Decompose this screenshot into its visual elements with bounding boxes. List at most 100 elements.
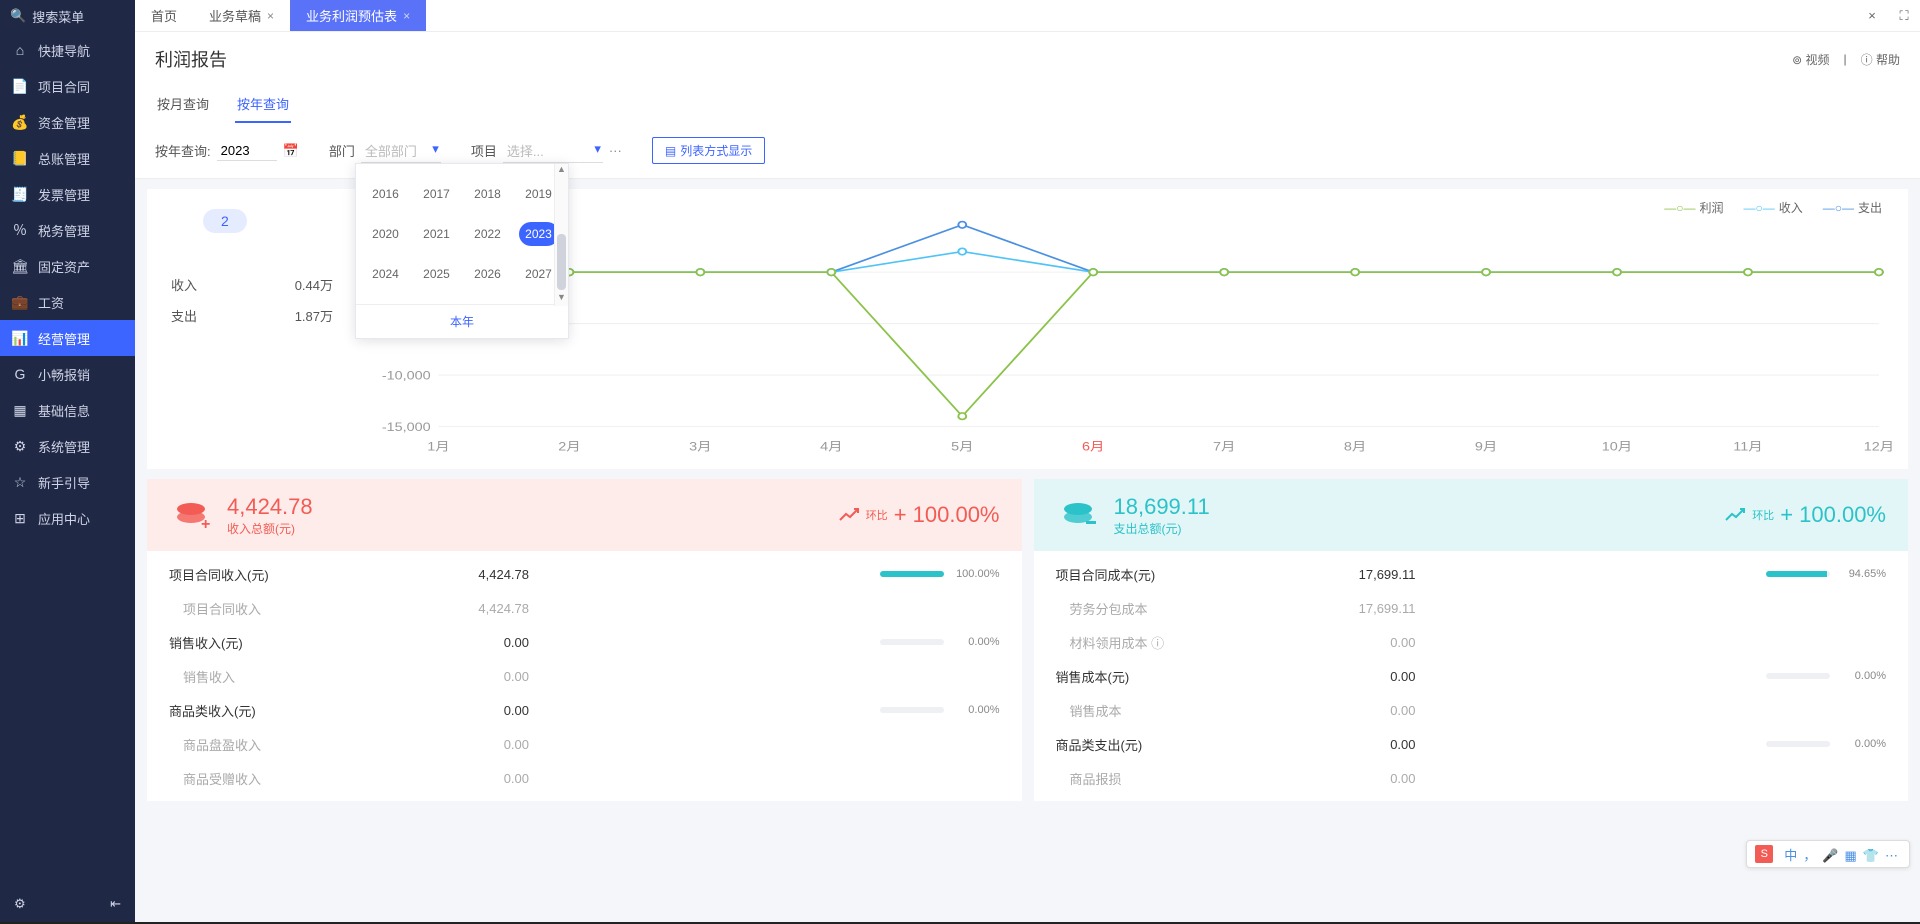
svg-text:9月: 9月 bbox=[1475, 440, 1497, 454]
income-icon: + bbox=[169, 493, 213, 537]
sidebar-item[interactable]: 📄 项目合同 bbox=[0, 68, 135, 104]
year-option[interactable]: 2021 bbox=[411, 214, 462, 254]
expense-card: 18,699.11 支出总额(元) 环比 + 100.00% 项目合同成本(元)… bbox=[1034, 479, 1909, 801]
tab[interactable]: 首页 bbox=[135, 0, 193, 31]
tab-close-all[interactable]: × bbox=[1856, 0, 1888, 31]
sidebar-item-label: 工资 bbox=[38, 293, 64, 312]
card-row: 项目合同收入(元)4,424.78100.00% bbox=[169, 557, 1000, 591]
trend-up-icon bbox=[1724, 506, 1746, 524]
year-option[interactable]: 2023 bbox=[519, 222, 559, 246]
subtab[interactable]: 按月查询 bbox=[155, 86, 211, 123]
year-option[interactable]: 2020 bbox=[360, 214, 411, 254]
sidebar-item-label: 项目合同 bbox=[38, 77, 90, 96]
expense-total: 18,699.11 bbox=[1114, 494, 1210, 520]
page-title: 利润报告 bbox=[155, 46, 227, 72]
income-change: + 100.00% bbox=[894, 502, 1000, 528]
sidebar-item[interactable]: G小畅报销 bbox=[0, 356, 135, 392]
tab-close-icon[interactable]: × bbox=[403, 9, 410, 23]
card-row: 商品类支出(元)0.000.00% bbox=[1056, 727, 1887, 761]
sidebar-item-icon: ▦ bbox=[12, 402, 28, 418]
svg-text:8月: 8月 bbox=[1344, 440, 1366, 454]
sidebar-item-icon: 📊 bbox=[12, 330, 28, 346]
year-option[interactable]: 2026 bbox=[462, 254, 513, 294]
sidebar-item-label: 经营管理 bbox=[38, 329, 90, 348]
help-video-link[interactable]: ⊚ 视频 bbox=[1792, 51, 1829, 68]
year-option[interactable]: 2016 bbox=[360, 174, 411, 214]
subtab[interactable]: 按年查询 bbox=[235, 86, 291, 123]
sidebar-item[interactable]: ％税务管理 bbox=[0, 212, 135, 248]
tab[interactable]: 业务利润预估表× bbox=[290, 0, 426, 31]
ime-logo: S bbox=[1755, 845, 1773, 863]
year-picker-scrollbar[interactable]: ▲▼ bbox=[554, 164, 568, 306]
card-row: 销售成本(元)0.000.00% bbox=[1056, 659, 1887, 693]
card-row: 商品受赠收入0.00 bbox=[169, 761, 1000, 795]
sidebar-item[interactable]: 🧾发票管理 bbox=[0, 176, 135, 212]
expense-icon bbox=[1056, 493, 1100, 537]
card-row: 商品报损0.00 bbox=[1056, 761, 1887, 795]
sidebar-item[interactable]: 📒总账管理 bbox=[0, 140, 135, 176]
card-row: 销售成本0.00 bbox=[1056, 693, 1887, 727]
sidebar-item[interactable]: 🏛固定资产 bbox=[0, 248, 135, 284]
sidebar-item[interactable]: ▦ 基础信息 bbox=[0, 392, 135, 428]
svg-text:11月: 11月 bbox=[1733, 440, 1762, 454]
proj-more-icon[interactable]: ··· bbox=[609, 143, 622, 158]
svg-text:1月: 1月 bbox=[427, 440, 449, 454]
proj-label: 项目 bbox=[471, 141, 497, 160]
year-picker-thisyear[interactable]: 本年 bbox=[356, 304, 568, 338]
sidebar-item-label: 应用中心 bbox=[38, 509, 90, 528]
sidebar-item-icon: 💰 bbox=[12, 114, 28, 130]
sidebar-item[interactable]: ⊞ 应用中心 bbox=[0, 500, 135, 536]
search-icon: 🔍 bbox=[10, 8, 26, 24]
legend-item: —○—支出 bbox=[1823, 199, 1882, 216]
card-row: 销售收入(元)0.000.00% bbox=[169, 625, 1000, 659]
tab-close-icon[interactable]: × bbox=[267, 9, 274, 23]
help-link[interactable]: ⓘ 帮助 bbox=[1861, 51, 1900, 68]
card-row: 销售收入0.00 bbox=[169, 659, 1000, 693]
legend-item: —○—利润 bbox=[1664, 199, 1723, 216]
year-option[interactable]: 2025 bbox=[411, 254, 462, 294]
year-option[interactable]: 2017 bbox=[411, 174, 462, 214]
sidebar-item[interactable]: ⚙系统管理 bbox=[0, 428, 135, 464]
year-option[interactable]: 2018 bbox=[462, 174, 513, 214]
sidebar-item[interactable]: 💼工资 bbox=[0, 284, 135, 320]
sidebar-item-icon: ％ bbox=[12, 222, 28, 238]
sidebar-item-icon: 📒 bbox=[12, 150, 28, 166]
collapse-icon[interactable]: ⇤ bbox=[110, 896, 121, 912]
sidebar-item-label: 系统管理 bbox=[38, 437, 90, 456]
calendar-icon[interactable]: 📅 bbox=[283, 143, 299, 159]
sidebar-item-label: 基础信息 bbox=[38, 401, 90, 420]
sidebar-item[interactable]: ⌂快捷导航 bbox=[0, 32, 135, 68]
svg-text:-15,000: -15,000 bbox=[382, 420, 431, 434]
svg-text:5月: 5月 bbox=[951, 440, 973, 454]
sidebar-item-label: 新手引导 bbox=[38, 473, 90, 492]
sub-tabs: 按月查询按年查询 bbox=[155, 86, 1900, 123]
svg-text:12月: 12月 bbox=[1864, 440, 1892, 454]
dept-select[interactable]: 全部部门 bbox=[361, 139, 441, 163]
card-row: 商品盘盈收入0.00 bbox=[169, 727, 1000, 761]
sidebar-item[interactable]: 💰资金管理 bbox=[0, 104, 135, 140]
sidebar-search[interactable]: 🔍 搜索菜单 bbox=[0, 0, 135, 32]
sidebar-item-icon: ⊞ bbox=[12, 510, 28, 526]
sidebar-search-label: 搜索菜单 bbox=[32, 7, 84, 26]
sidebar-item-icon: ☆ bbox=[12, 474, 28, 490]
year-option[interactable]: 2024 bbox=[360, 254, 411, 294]
year-pill: 2 bbox=[203, 209, 247, 233]
svg-text:+: + bbox=[201, 516, 210, 533]
year-option[interactable]: 2022 bbox=[462, 214, 513, 254]
sidebar-item[interactable]: 📊 经营管理 bbox=[0, 320, 135, 356]
tab-fullscreen[interactable]: ⛶ bbox=[1888, 0, 1920, 31]
table-icon: ▤ bbox=[665, 144, 676, 158]
ime-toolbar[interactable]: S 中，🎤▦👕⋯ bbox=[1746, 840, 1910, 868]
sidebar-item[interactable]: ☆ 新手引导 bbox=[0, 464, 135, 500]
sidebar-item-label: 小畅报销 bbox=[38, 365, 90, 384]
chart-legend: —○—利润 —○—收入 —○—支出 bbox=[1664, 199, 1882, 216]
card-row: 项目合同收入4,424.78 bbox=[169, 591, 1000, 625]
expense-change: + 100.00% bbox=[1780, 502, 1886, 528]
year-input[interactable] bbox=[217, 141, 277, 161]
settings-icon[interactable]: ⚙ bbox=[14, 896, 26, 912]
tab[interactable]: 业务草稿× bbox=[193, 0, 290, 31]
legend-item: —○—收入 bbox=[1743, 199, 1802, 216]
proj-select[interactable]: 选择... bbox=[503, 139, 603, 163]
sidebar-item-icon: 📄 bbox=[12, 78, 28, 94]
table-view-button[interactable]: ▤ 列表方式显示 bbox=[652, 137, 765, 164]
